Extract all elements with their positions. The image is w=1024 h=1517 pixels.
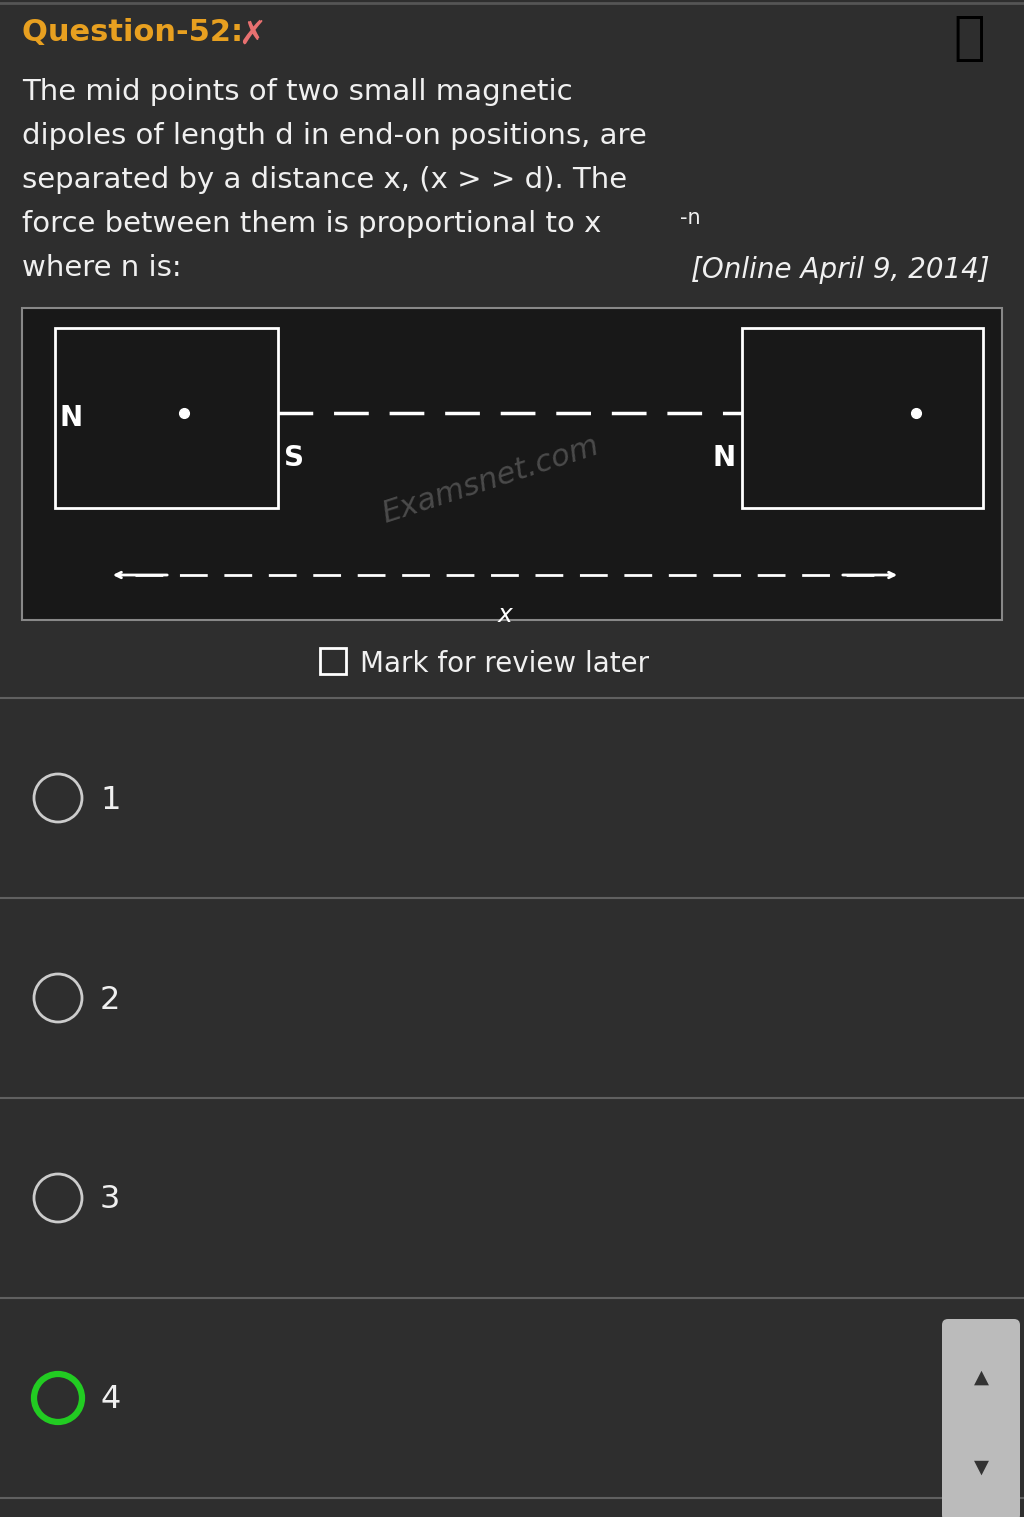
Bar bbox=[0, 1299, 1024, 1497]
Text: separated by a distance x, (x > > d). The: separated by a distance x, (x > > d). Th… bbox=[22, 165, 627, 194]
Text: ▲: ▲ bbox=[974, 1367, 988, 1387]
Bar bbox=[22, 308, 1002, 620]
FancyBboxPatch shape bbox=[942, 1318, 1020, 1517]
Text: 4: 4 bbox=[100, 1385, 120, 1415]
Text: dipoles of length d in end-on positions, are: dipoles of length d in end-on positions,… bbox=[22, 121, 647, 150]
Text: x: x bbox=[498, 602, 512, 627]
Text: force between them is proportional to x: force between them is proportional to x bbox=[22, 209, 601, 238]
Bar bbox=[55, 328, 278, 508]
Text: Examsnet.com: Examsnet.com bbox=[378, 431, 602, 529]
Bar bbox=[0, 698, 1024, 898]
Text: N: N bbox=[713, 444, 736, 472]
Bar bbox=[0, 1098, 1024, 1299]
Text: [Online April 9, 2014]: [Online April 9, 2014] bbox=[691, 256, 990, 284]
Text: S: S bbox=[284, 444, 304, 472]
Text: 2: 2 bbox=[100, 985, 121, 1015]
Text: ▼: ▼ bbox=[974, 1458, 988, 1476]
Text: ✗: ✗ bbox=[238, 18, 266, 52]
Bar bbox=[0, 898, 1024, 1098]
Text: 3: 3 bbox=[100, 1185, 121, 1215]
Bar bbox=[742, 328, 983, 508]
Text: 🐛: 🐛 bbox=[953, 12, 985, 64]
Text: The mid points of two small magnetic: The mid points of two small magnetic bbox=[22, 77, 572, 106]
Text: N: N bbox=[59, 404, 82, 432]
Text: 1: 1 bbox=[100, 784, 121, 816]
Text: where n is:: where n is: bbox=[22, 253, 181, 282]
Text: -n: -n bbox=[680, 208, 700, 228]
Text: Mark for review later: Mark for review later bbox=[360, 649, 649, 678]
Bar bbox=[319, 648, 346, 674]
Text: Question-52:: Question-52: bbox=[22, 18, 254, 47]
